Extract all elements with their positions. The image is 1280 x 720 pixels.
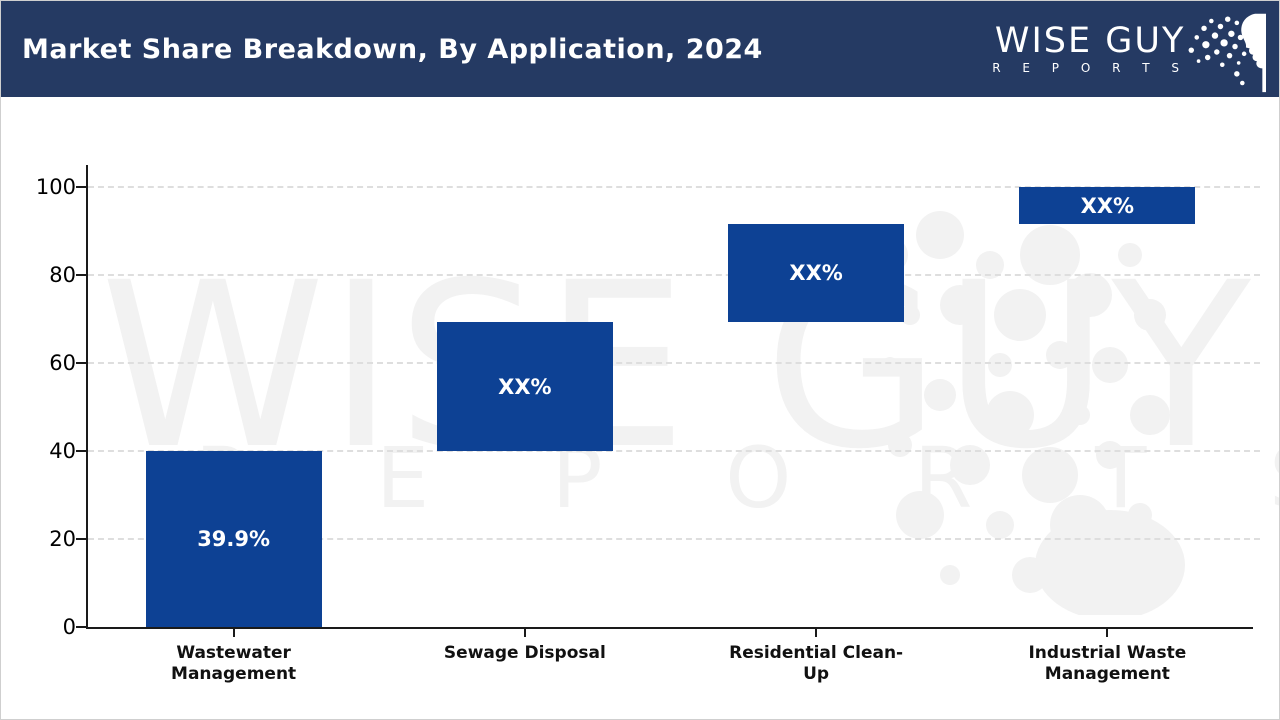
gridline-y60: [88, 362, 1260, 364]
bar-segment-0: 39.9%: [145, 451, 322, 627]
y-tick-label-40: 40: [49, 439, 76, 463]
x-category-label-1: Sewage Disposal: [443, 643, 606, 663]
y-tick-mark-40: [76, 450, 86, 452]
y-tick-mark-80: [76, 274, 86, 276]
bar-value-label-1: XX%: [498, 374, 552, 399]
brand-logo: WISE GUY R E P O R T S: [992, 6, 1266, 93]
x-axis-line: [86, 627, 1253, 629]
y-tick-mark-20: [76, 538, 86, 540]
x-category-label-2: Residential Clean- Up: [729, 643, 904, 684]
x-category-label-0: Wastewater Management: [171, 643, 297, 684]
bar-segment-2: XX%: [728, 224, 905, 323]
y-tick-label-80: 80: [49, 263, 76, 287]
brand-subname: R E P O R T S: [992, 61, 1188, 75]
gridline-y20: [88, 538, 1260, 540]
y-tick-mark-0: [76, 626, 86, 628]
brand-name: WISE GUY: [994, 21, 1186, 61]
face-profile-icon: [1188, 13, 1266, 93]
y-tick-mark-60: [76, 362, 86, 364]
y-axis-line: [86, 165, 88, 629]
bar-value-label-0: 39.9%: [197, 527, 271, 552]
plot-area: 0 20 40 60 80 100 39.9% Wastewater Management XX…: [0, 97, 1280, 720]
y-tick-label-0: 0: [62, 615, 76, 639]
x-tick-mark-1: [523, 629, 526, 637]
y-tick-label-20: 20: [49, 527, 76, 551]
bar-segment-3: XX%: [1019, 187, 1196, 225]
y-tick-label-100: 100: [35, 175, 76, 199]
x-tick-mark-3: [1106, 629, 1109, 637]
x-tick-mark-2: [815, 629, 818, 637]
header-bar: Market Share Breakdown, By Application, …: [0, 0, 1280, 97]
brand-logo-text: WISE GUY R E P O R T S: [992, 22, 1188, 76]
x-tick-mark-0: [232, 629, 235, 637]
bar-value-label-3: XX%: [1080, 193, 1135, 218]
gridline-y40: [88, 450, 1260, 452]
chart-title: Market Share Breakdown, By Application, …: [22, 34, 763, 65]
gridline-y80: [88, 274, 1260, 276]
y-tick-label-60: 60: [49, 351, 76, 375]
gridline-y100: [88, 186, 1260, 188]
bar-segment-1: XX%: [436, 322, 613, 452]
y-tick-mark-100: [76, 186, 86, 188]
bar-value-label-2: XX%: [789, 261, 843, 286]
x-category-label-3: Industrial Waste Management: [1028, 643, 1187, 684]
